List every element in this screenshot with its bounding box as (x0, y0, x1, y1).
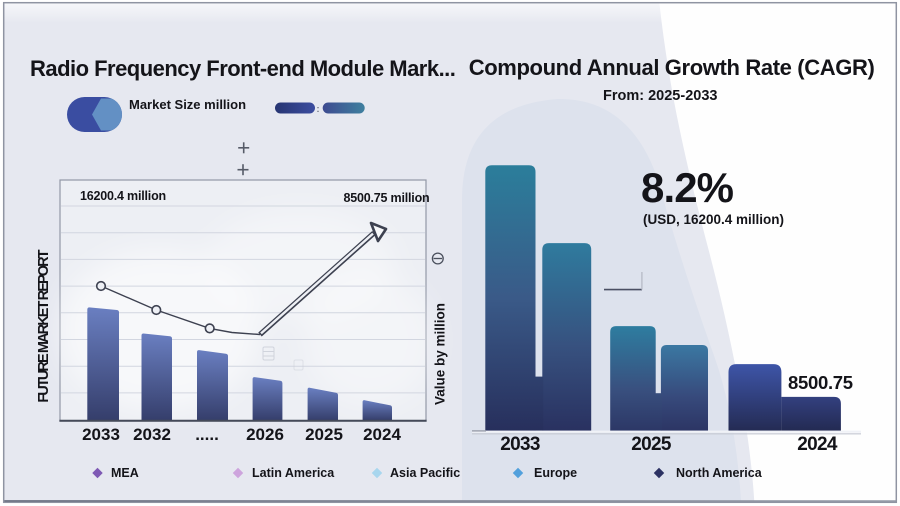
svg-text::: : (317, 104, 320, 114)
